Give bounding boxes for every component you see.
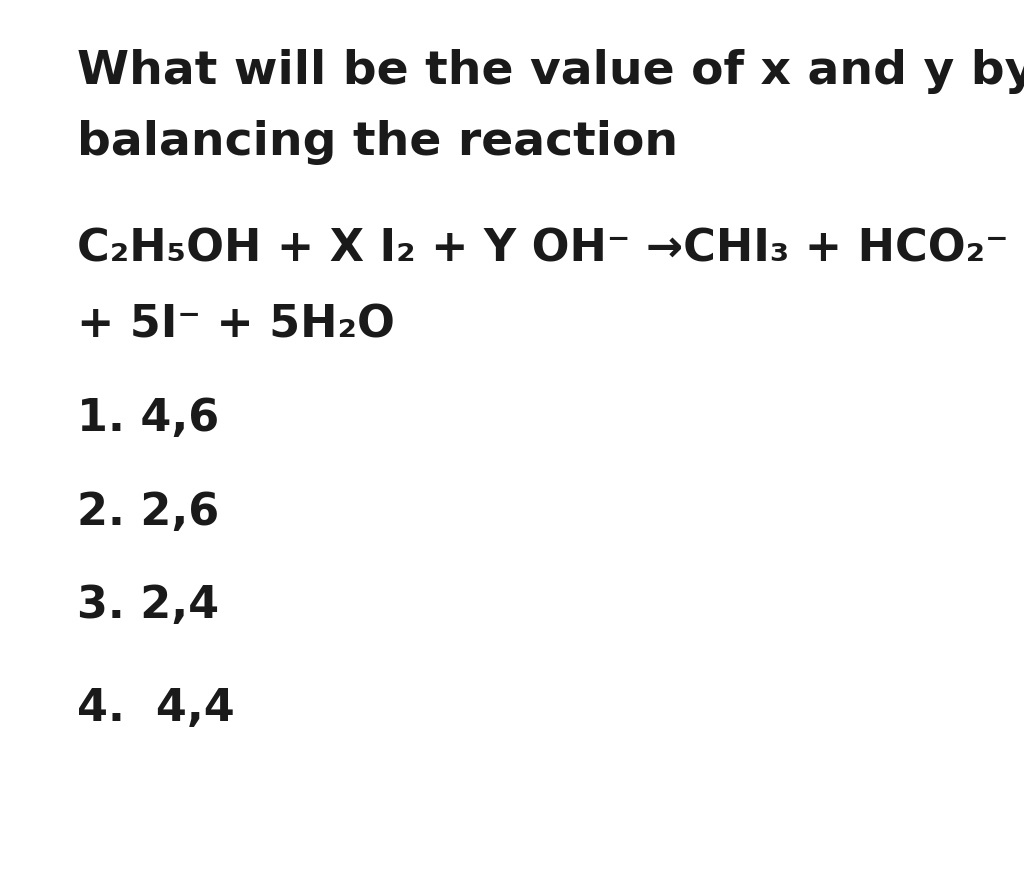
Text: C₂H₅OH + X I₂ + Y OH⁻ →CHI₃ + HCO₂⁻: C₂H₅OH + X I₂ + Y OH⁻ →CHI₃ + HCO₂⁻ <box>77 227 1009 270</box>
Text: 2. 2,6: 2. 2,6 <box>77 491 219 533</box>
Text: balancing the reaction: balancing the reaction <box>77 120 678 165</box>
Text: + 5I⁻ + 5H₂O: + 5I⁻ + 5H₂O <box>77 303 394 346</box>
Text: 3. 2,4: 3. 2,4 <box>77 584 219 627</box>
Text: 1. 4,6: 1. 4,6 <box>77 397 219 440</box>
Text: 4.  4,4: 4. 4,4 <box>77 687 234 730</box>
Text: What will be the value of x and y by: What will be the value of x and y by <box>77 49 1024 94</box>
